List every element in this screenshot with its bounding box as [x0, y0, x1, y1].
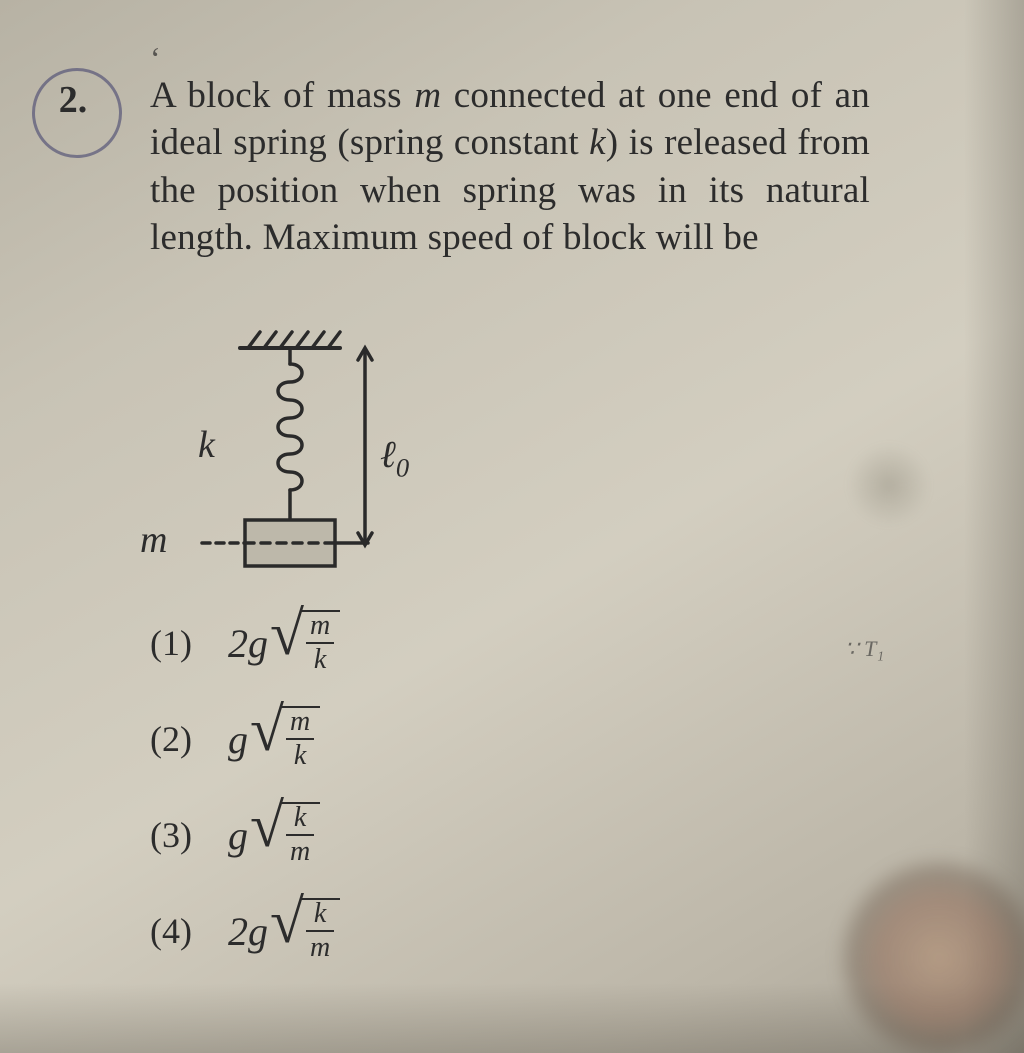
radical-icon: √ — [270, 898, 304, 964]
option-3-sqrt: √ k m — [250, 802, 320, 868]
option-1-den: k — [310, 644, 330, 674]
option-4-den: m — [306, 932, 334, 962]
option-2-sqrt: √ m k — [250, 706, 320, 772]
option-2-label: (2) — [150, 718, 210, 760]
page-smudge — [834, 430, 944, 540]
diagram-m-label: m — [140, 518, 167, 562]
l0-subscript: 0 — [396, 452, 409, 482]
option-1-num: m — [306, 612, 334, 642]
answer-options: (1) 2g √ m k (2) g — [150, 610, 550, 994]
question-text: A block of mass m connected at one end o… — [150, 72, 870, 261]
option-2: (2) g √ m k — [150, 706, 550, 772]
margin-note: ∵ T₁ — [845, 636, 884, 662]
option-3-expr: g √ k m — [228, 802, 320, 868]
radical-icon: √ — [250, 706, 284, 772]
option-2-expr: g √ m k — [228, 706, 320, 772]
option-3-radicand: k m — [280, 802, 320, 868]
option-1-sqrt: √ m k — [270, 610, 340, 676]
option-2-coef: g — [228, 716, 248, 763]
option-4-radicand: k m — [300, 898, 340, 964]
l0-symbol: ℓ — [380, 434, 396, 476]
option-3-coef: g — [228, 812, 248, 859]
qtext-part-0: A block of mass — [150, 75, 414, 116]
option-4-expr: 2g √ k m — [228, 898, 340, 964]
radical-icon: √ — [270, 610, 304, 676]
option-1-radicand: m k — [300, 610, 340, 676]
option-2-radicand: m k — [280, 706, 320, 772]
spring-block-diagram: m k ℓ0 — [190, 328, 420, 593]
option-1-frac: m k — [306, 612, 334, 674]
qtext-part-3: k — [589, 122, 606, 163]
thumb-shadow — [834, 853, 1024, 1053]
option-1-coef: 2g — [228, 620, 268, 667]
option-4-coef: 2g — [228, 908, 268, 955]
question-number-wrap: 2. — [38, 74, 108, 144]
option-3-frac: k m — [286, 804, 314, 866]
option-4: (4) 2g √ k m — [150, 898, 550, 964]
diagram-l0-label: ℓ0 — [380, 433, 409, 483]
question-number: 2. — [38, 78, 108, 122]
radical-icon: √ — [250, 802, 284, 868]
option-3-den: m — [286, 836, 314, 866]
page: ‘ 2. A block of mass m connected at one … — [0, 0, 1024, 1053]
option-4-label: (4) — [150, 910, 210, 952]
option-4-frac: k m — [306, 900, 334, 962]
option-1: (1) 2g √ m k — [150, 610, 550, 676]
diagram-k-label: k — [198, 423, 215, 467]
qtext-part-1: m — [414, 75, 441, 116]
option-3: (3) g √ k m — [150, 802, 550, 868]
option-2-num: m — [286, 708, 314, 738]
option-1-expr: 2g √ m k — [228, 610, 340, 676]
option-3-num: k — [290, 804, 310, 834]
option-2-den: k — [290, 740, 310, 770]
option-3-label: (3) — [150, 814, 210, 856]
option-2-frac: m k — [286, 708, 314, 770]
option-1-label: (1) — [150, 622, 210, 664]
right-edge-shadow — [964, 0, 1024, 1053]
option-4-sqrt: √ k m — [270, 898, 340, 964]
option-4-num: k — [310, 900, 330, 930]
